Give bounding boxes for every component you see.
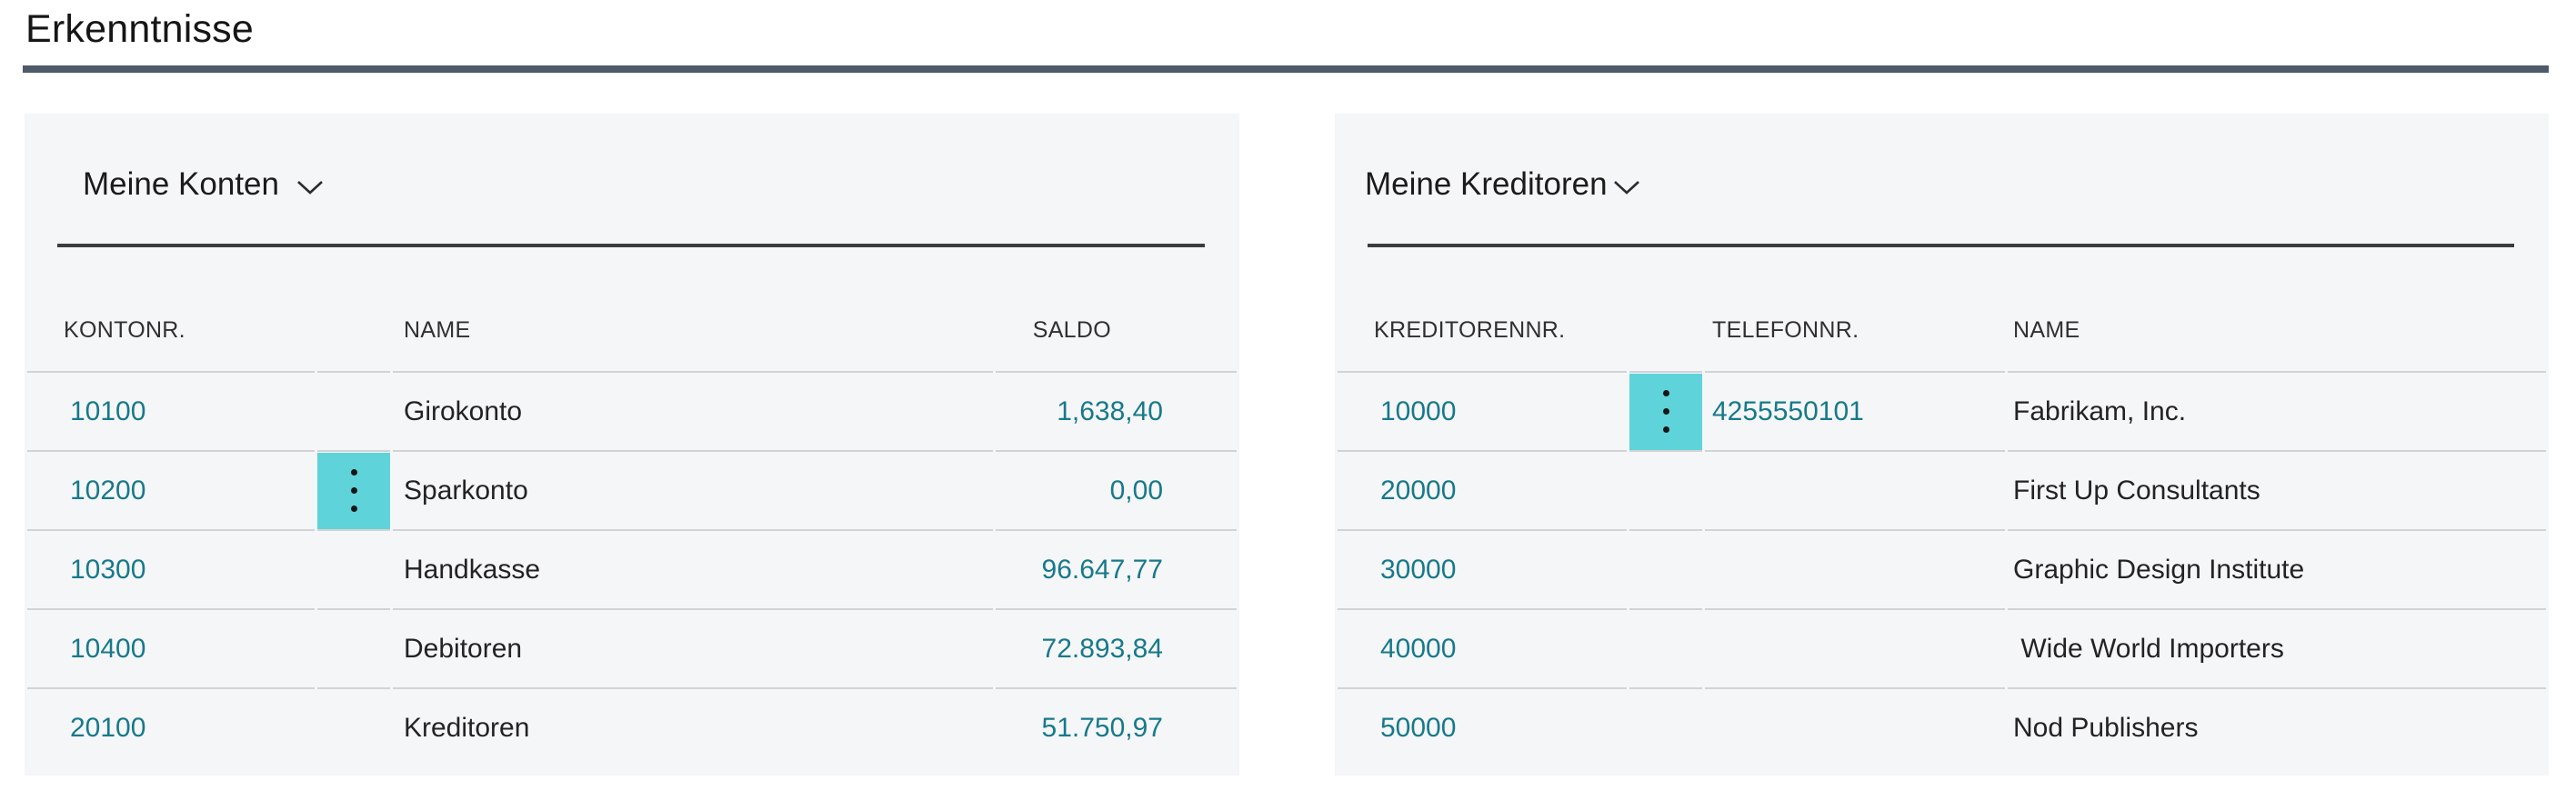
- account-name: Handkasse: [393, 531, 993, 610]
- account-balance-link[interactable]: 96.647,77: [1041, 554, 1163, 585]
- vendor-no-link[interactable]: 30000: [1380, 554, 1457, 585]
- row-menu-cell: [317, 373, 390, 452]
- column-header-saldo[interactable]: SALDO: [996, 289, 1237, 373]
- row-menu-cell: [1629, 610, 1702, 689]
- account-name: Kreditoren: [404, 712, 530, 743]
- table-row[interactable]: 20000 First Up Consultants: [1338, 452, 2546, 531]
- card-header-rule: [1368, 244, 2514, 247]
- account-no-link[interactable]: 10300: [70, 554, 146, 585]
- column-header-kreditorennr[interactable]: KREDITORENNR.: [1338, 289, 1627, 373]
- vendor-name: First Up Consultants: [2008, 452, 2546, 531]
- account-balance-link[interactable]: 0,00: [1109, 475, 1163, 506]
- vertical-ellipsis-icon: [350, 469, 357, 476]
- row-menu-cell: [317, 689, 390, 766]
- my-accounts-card: Meine Konten KONTONR. NAME SALDO 10100: [25, 114, 1239, 776]
- accounts-table: KONTONR. NAME SALDO 10100 Girokonto 1,63…: [25, 289, 1239, 766]
- account-balance-link[interactable]: 51.750,97: [1041, 712, 1163, 743]
- my-vendors-dropdown[interactable]: Meine Kreditoren: [1365, 163, 1641, 206]
- account-balance-link[interactable]: 72.893,84: [1041, 633, 1163, 664]
- vendor-phone-link[interactable]: 4255550101: [1712, 395, 1864, 426]
- table-row[interactable]: 10300 Handkasse 96.647,77: [27, 531, 1237, 610]
- chevron-down-icon: [1613, 180, 1639, 195]
- row-menu-cell: [1629, 531, 1702, 610]
- my-accounts-dropdown[interactable]: Meine Konten: [83, 163, 325, 206]
- table-row[interactable]: 10200 Sparkonto 0,00: [27, 452, 1237, 531]
- table-row[interactable]: 10400 Debitoren 72.893,84: [27, 610, 1237, 689]
- vendor-no-link[interactable]: 10000: [1380, 395, 1457, 426]
- row-menu-cell: [317, 610, 390, 689]
- vendor-no-link[interactable]: 20000: [1380, 475, 1457, 506]
- page-title: Erkenntnisse: [25, 7, 254, 51]
- row-menu-cell: [1629, 373, 1702, 452]
- column-header-telefonnr[interactable]: TELEFONNR.: [1705, 289, 2005, 373]
- table-row[interactable]: 30000 Graphic Design Institute: [1338, 531, 2546, 610]
- vendor-no-link[interactable]: 40000: [1380, 633, 1457, 664]
- vendors-header-row: KREDITORENNR. TELEFONNR. NAME: [1338, 289, 2546, 373]
- row-menu-cell: [1629, 452, 1702, 531]
- column-header-name[interactable]: NAME: [2008, 289, 2546, 373]
- vendors-table: KREDITORENNR. TELEFONNR. NAME 10000 4255…: [1335, 289, 2549, 766]
- account-no-link[interactable]: 10100: [70, 395, 146, 426]
- row-menu-cell: [317, 452, 390, 531]
- column-header-kontonr[interactable]: KONTONR.: [27, 289, 315, 373]
- row-menu-cell: [1629, 689, 1702, 766]
- my-vendors-card: Meine Kreditoren KREDITORENNR. TELEFONNR…: [1335, 114, 2549, 776]
- row-menu-button[interactable]: [1629, 373, 1702, 450]
- row-menu-button[interactable]: [317, 452, 390, 529]
- vendor-name: Graphic Design Institute: [2008, 531, 2546, 610]
- vertical-ellipsis-icon: [1662, 390, 1669, 396]
- table-row[interactable]: 20100 Kreditoren 51.750,97: [27, 689, 1237, 766]
- account-no-link[interactable]: 20100: [70, 712, 146, 743]
- row-menu-cell: [317, 531, 390, 610]
- vendor-name: Nod Publishers: [2013, 712, 2199, 743]
- table-row[interactable]: 50000 Nod Publishers: [1338, 689, 2546, 766]
- account-name: Debitoren: [393, 610, 993, 689]
- table-row[interactable]: 10100 Girokonto 1,638,40: [27, 373, 1237, 452]
- column-header-spacer: [317, 289, 390, 373]
- page-title-divider: [23, 65, 2549, 73]
- vendor-no-link[interactable]: 50000: [1380, 712, 1457, 743]
- account-no-link[interactable]: 10200: [70, 475, 146, 506]
- accounts-header-row: KONTONR. NAME SALDO: [27, 289, 1237, 373]
- card-header-rule: [57, 244, 1205, 247]
- my-accounts-title: Meine Konten: [83, 166, 279, 202]
- vendor-name: Fabrikam, Inc.: [2008, 373, 2546, 452]
- table-row[interactable]: 40000 Wide World Importers: [1338, 610, 2546, 689]
- vendor-name: Wide World Importers: [2008, 610, 2546, 689]
- table-row[interactable]: 10000 4255550101 Fabrikam, Inc.: [1338, 373, 2546, 452]
- column-header-name[interactable]: NAME: [393, 289, 993, 373]
- my-vendors-title: Meine Kreditoren: [1365, 166, 1608, 202]
- account-name: Sparkonto: [393, 452, 993, 531]
- account-balance-link[interactable]: 1,638,40: [1057, 395, 1163, 426]
- column-header-spacer: [1629, 289, 1702, 373]
- account-no-link[interactable]: 10400: [70, 633, 146, 664]
- account-name: Girokonto: [393, 373, 993, 452]
- chevron-down-icon: [297, 180, 323, 195]
